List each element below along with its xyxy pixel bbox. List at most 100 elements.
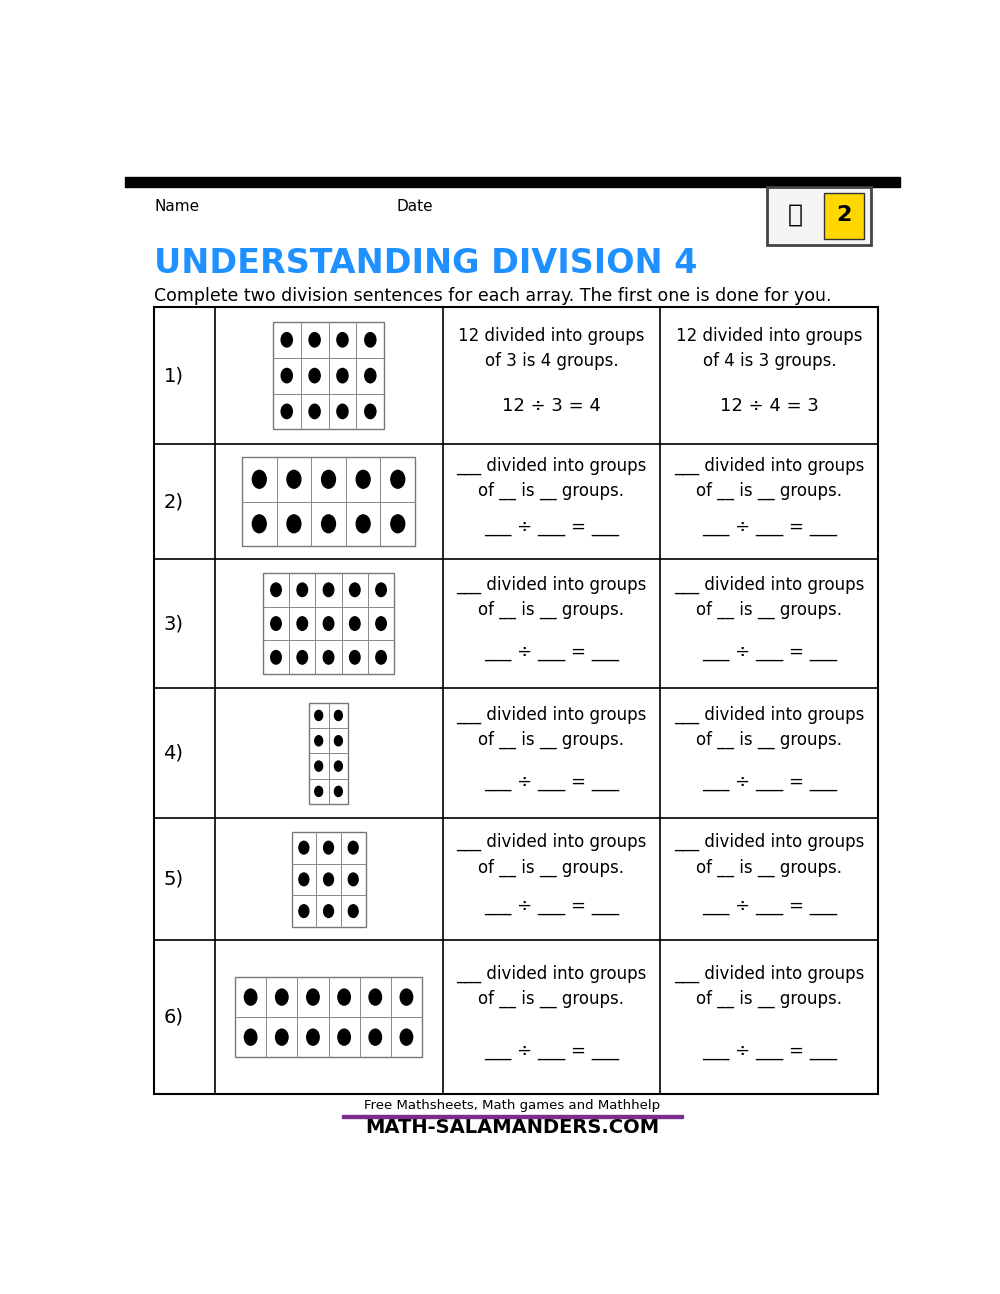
Circle shape [369,1029,382,1046]
Circle shape [348,873,358,885]
Bar [242,457,415,546]
Text: 12 ÷ 3 = 4: 12 ÷ 3 = 4 [502,397,601,415]
Circle shape [323,617,334,630]
Circle shape [309,333,320,347]
Circle shape [348,841,358,854]
Text: ___ ÷ ___ = ___: ___ ÷ ___ = ___ [484,773,619,791]
Text: Name: Name [154,199,200,214]
Text: ___ divided into groups
of __ is __ groups.: ___ divided into groups of __ is __ grou… [674,705,865,749]
Bar [235,977,422,1057]
Text: 4): 4) [163,744,183,763]
Circle shape [334,710,342,721]
Bar [273,322,384,430]
Circle shape [297,651,308,664]
Circle shape [348,905,358,917]
Circle shape [252,515,266,533]
Text: ___ divided into groups
of __ is __ groups.: ___ divided into groups of __ is __ grou… [674,833,865,877]
Text: ___ ÷ ___ = ___: ___ ÷ ___ = ___ [702,1042,837,1060]
Circle shape [252,471,266,488]
Text: 1): 1) [163,366,183,386]
Bar [767,188,871,245]
Circle shape [369,989,382,1005]
Text: ___ divided into groups
of __ is __ groups.: ___ divided into groups of __ is __ grou… [456,705,647,749]
Circle shape [350,651,360,664]
Text: 12 ÷ 4 = 3: 12 ÷ 4 = 3 [720,397,819,415]
Circle shape [307,1029,319,1046]
Circle shape [322,515,335,533]
Circle shape [315,736,323,745]
Circle shape [324,873,333,885]
Bar [342,1115,683,1118]
Circle shape [315,710,323,721]
Text: 5): 5) [163,870,184,889]
Circle shape [338,989,350,1005]
Circle shape [299,841,309,854]
Circle shape [376,651,386,664]
Text: 3): 3) [163,615,183,633]
Bar [824,193,864,239]
Circle shape [337,369,348,383]
Circle shape [244,989,257,1005]
Circle shape [297,617,308,630]
Text: 12 divided into groups
of 4 is 3 groups.: 12 divided into groups of 4 is 3 groups. [676,326,863,370]
Text: ___ divided into groups
of __ is __ groups.: ___ divided into groups of __ is __ grou… [674,964,865,1008]
Text: ___ divided into groups
of __ is __ groups.: ___ divided into groups of __ is __ grou… [456,964,647,1008]
Circle shape [299,905,309,917]
Circle shape [281,404,292,418]
Circle shape [350,584,360,597]
Circle shape [334,736,342,745]
Text: ___ ÷ ___ = ___: ___ ÷ ___ = ___ [484,897,619,915]
Text: 🐆: 🐆 [787,203,802,226]
Text: ___ divided into groups
of __ is __ groups.: ___ divided into groups of __ is __ grou… [674,576,865,620]
Text: Free Mathsheets, Math games and Mathhelp: Free Mathsheets, Math games and Mathhelp [364,1100,661,1113]
Text: ___ ÷ ___ = ___: ___ ÷ ___ = ___ [702,518,837,536]
Bar [292,832,366,927]
Text: ___ ÷ ___ = ___: ___ ÷ ___ = ___ [484,643,619,661]
Text: 12 divided into groups
of 3 is 4 groups.: 12 divided into groups of 3 is 4 groups. [458,326,645,370]
Text: ___ ÷ ___ = ___: ___ ÷ ___ = ___ [702,897,837,915]
Text: ___ divided into groups
of __ is __ groups.: ___ divided into groups of __ is __ grou… [456,576,647,620]
Circle shape [324,841,333,854]
Circle shape [297,584,308,597]
Text: Complete two division sentences for each array. The first one is done for you.: Complete two division sentences for each… [154,287,832,305]
Circle shape [287,471,301,488]
Circle shape [365,404,376,418]
Text: ___ ÷ ___ = ___: ___ ÷ ___ = ___ [484,1042,619,1060]
Circle shape [271,617,281,630]
Circle shape [299,873,309,885]
Text: ___ ÷ ___ = ___: ___ ÷ ___ = ___ [702,643,837,661]
Circle shape [271,651,281,664]
Circle shape [324,905,333,917]
Circle shape [376,584,386,597]
Circle shape [400,989,413,1005]
Circle shape [350,617,360,630]
Circle shape [309,404,320,418]
Text: ___ ÷ ___ = ___: ___ ÷ ___ = ___ [484,518,619,536]
Circle shape [276,989,288,1005]
Bar [309,703,348,804]
Circle shape [338,1029,350,1046]
Circle shape [276,1029,288,1046]
Circle shape [334,787,342,797]
Text: ___ divided into groups
of __ is __ groups.: ___ divided into groups of __ is __ grou… [674,457,865,501]
Bar [125,177,900,188]
Text: 2: 2 [836,204,852,225]
Bar [154,307,878,1093]
Circle shape [365,333,376,347]
Circle shape [337,404,348,418]
Circle shape [271,584,281,597]
Text: 6): 6) [163,1008,183,1026]
Circle shape [309,369,320,383]
Circle shape [322,471,335,488]
Circle shape [315,761,323,771]
Text: MATH-SALAMANDERS.COM: MATH-SALAMANDERS.COM [365,1118,660,1137]
Text: UNDERSTANDING DIVISION 4: UNDERSTANDING DIVISION 4 [154,247,698,280]
Circle shape [334,761,342,771]
Circle shape [400,1029,413,1046]
Circle shape [365,369,376,383]
Text: 2): 2) [163,492,183,511]
Circle shape [391,471,405,488]
Circle shape [244,1029,257,1046]
Circle shape [323,584,334,597]
Circle shape [376,617,386,630]
